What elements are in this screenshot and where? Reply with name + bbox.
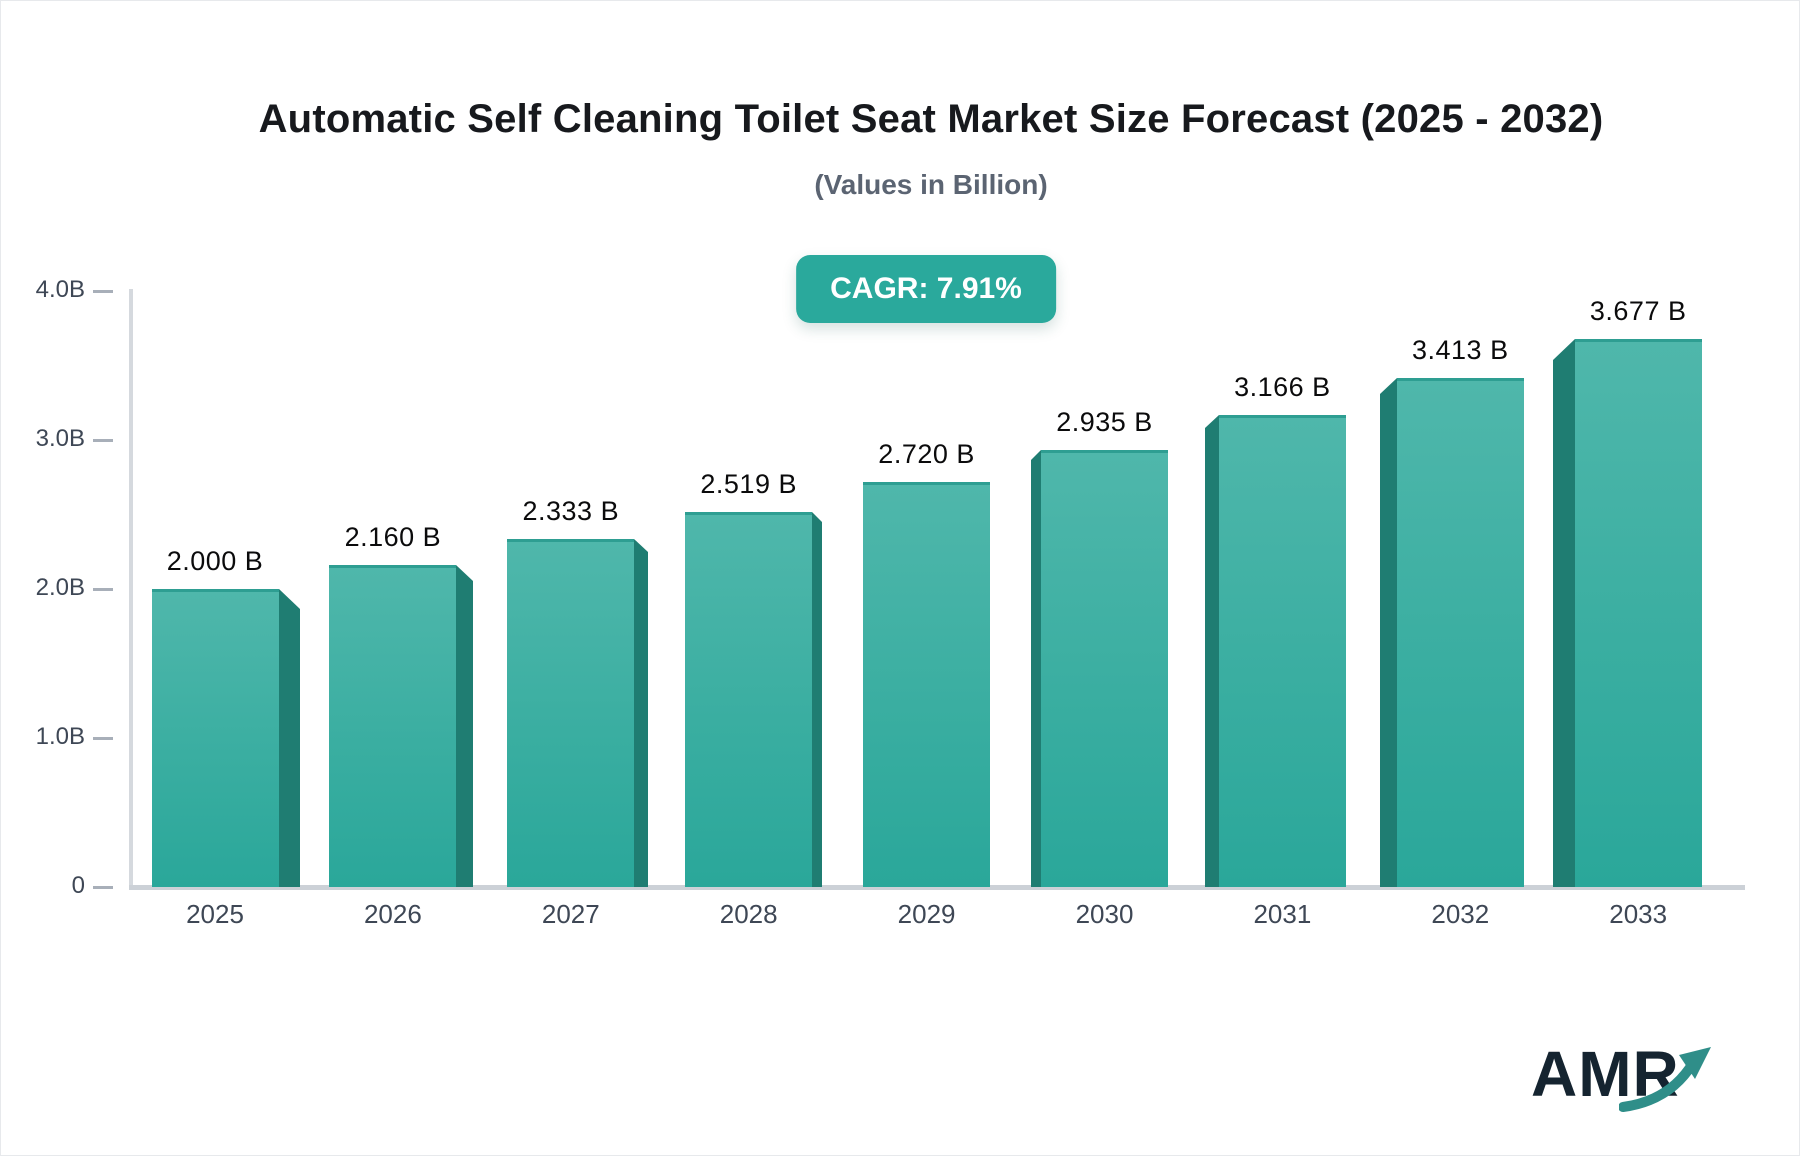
growth-arrow-icon: [1619, 1047, 1711, 1112]
bar-side-3d: [456, 565, 473, 887]
x-axis-label: 2032: [1431, 899, 1490, 929]
bar-side-3d: [812, 512, 822, 887]
cagr-badge: CAGR: 7.91%: [796, 255, 1056, 323]
chart-subtitle: (Values in Billion): [814, 169, 1048, 200]
bar-side-3d: [634, 539, 648, 887]
bar-2025: [152, 589, 279, 887]
bar-2032: [1397, 378, 1524, 887]
bar-2026: [329, 565, 456, 887]
bar-2027: [507, 539, 634, 887]
y-axis-tick: [93, 736, 113, 740]
bar-value-label: 3.413 B: [1412, 335, 1509, 365]
y-axis-tick-label: 1.0B: [35, 723, 85, 750]
y-axis-tick-label: 0: [71, 872, 85, 899]
bar-2033: [1575, 339, 1702, 887]
x-axis-label: 2026: [363, 899, 422, 929]
y-axis-tick: [93, 289, 113, 293]
y-axis-tick-label: 4.0B: [35, 276, 85, 303]
amr-logo: AMR: [1531, 1031, 1751, 1121]
x-axis-label: 2027: [541, 899, 600, 929]
bar-side-3d: [1380, 378, 1397, 887]
x-axis-label: 2031: [1253, 899, 1312, 929]
y-axis-tick: [93, 885, 113, 889]
x-axis-label: 2029: [897, 899, 956, 929]
bar-2031: [1219, 415, 1346, 887]
y-axis-tick: [93, 587, 113, 591]
bar-value-label: 3.166 B: [1234, 372, 1331, 402]
bar-2029: [863, 482, 990, 887]
x-axis-label: 2030: [1075, 899, 1134, 929]
bar-side-3d: [279, 589, 300, 887]
bar-value-label: 2.935 B: [1056, 407, 1153, 437]
bar-value-label: 2.160 B: [344, 522, 442, 552]
x-axis-label: 2025: [186, 899, 244, 929]
y-axis-tick: [93, 438, 113, 442]
bar-value-label: 3.677 B: [1589, 296, 1687, 326]
bar-side-3d: [1031, 450, 1041, 887]
y-axis-line: [129, 289, 133, 887]
x-axis-label: 2033: [1609, 899, 1668, 929]
bar-2030: [1041, 450, 1168, 887]
bar-value-label: 2.720 B: [878, 439, 975, 469]
bar-2028: [685, 512, 812, 887]
x-axis-label: 2028: [719, 899, 778, 929]
chart-title: Automatic Self Cleaning Toilet Seat Mark…: [258, 97, 1604, 141]
x-axis-line: [129, 885, 1745, 890]
bar-side-3d: [1553, 339, 1575, 887]
bar-value-label: 2.000 B: [166, 546, 264, 576]
y-axis-tick-label: 3.0B: [35, 425, 85, 452]
bar-value-label: 2.333 B: [522, 496, 620, 526]
bar-side-3d: [1205, 415, 1219, 887]
y-axis-tick-label: 2.0B: [35, 574, 85, 601]
bar-value-label: 2.519 B: [700, 469, 797, 499]
